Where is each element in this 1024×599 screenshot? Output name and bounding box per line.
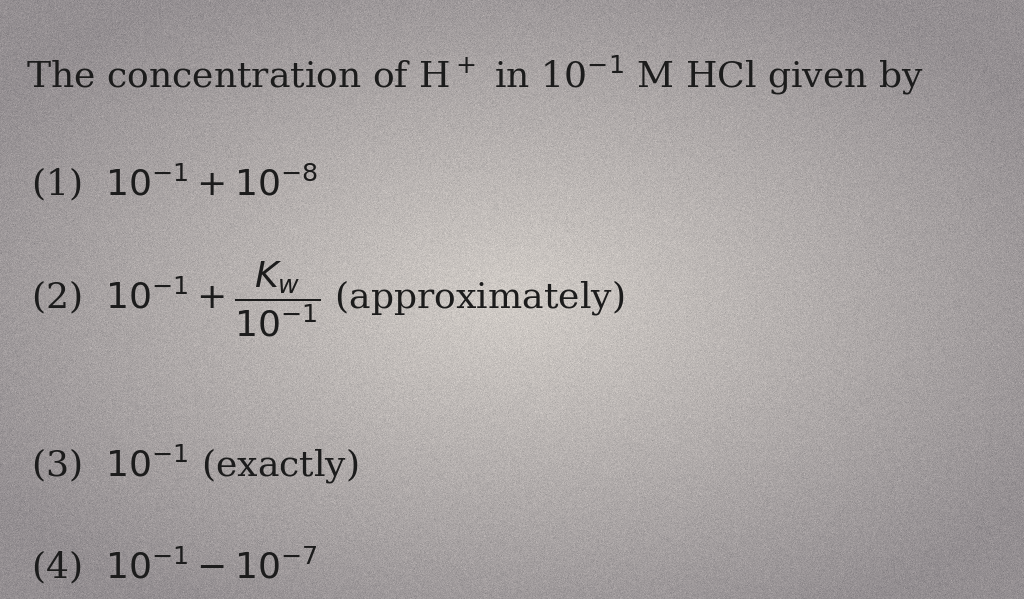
- Text: (4)  $10^{-1} - 10^{-7}$: (4) $10^{-1} - 10^{-7}$: [31, 545, 317, 586]
- Text: The concentration of H$^+$ in 10$^{-1}$ M HCl given by: The concentration of H$^+$ in 10$^{-1}$ …: [26, 54, 924, 97]
- Text: (1)  $10^{-1} + 10^{-8}$: (1) $10^{-1} + 10^{-8}$: [31, 162, 317, 203]
- Text: (2)  $10^{-1}+\dfrac{K_w}{10^{-1}}$ (approximately): (2) $10^{-1}+\dfrac{K_w}{10^{-1}}$ (appr…: [31, 260, 624, 339]
- Text: (3)  $10^{-1}$ (exactly): (3) $10^{-1}$ (exactly): [31, 443, 358, 486]
